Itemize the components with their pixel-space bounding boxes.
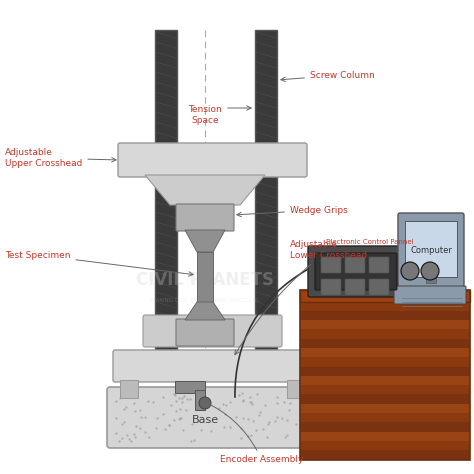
Bar: [300, 413, 470, 423]
Text: Screw Column: Screw Column: [281, 71, 375, 82]
FancyBboxPatch shape: [398, 213, 464, 287]
FancyBboxPatch shape: [345, 279, 365, 295]
Bar: [426, 271, 436, 283]
Text: Tension
Space: Tension Space: [188, 105, 222, 125]
Bar: [300, 329, 470, 339]
Text: Computer: Computer: [410, 246, 452, 255]
Bar: [300, 290, 470, 460]
Text: Electronic Control Pannel: Electronic Control Pannel: [326, 239, 414, 245]
FancyBboxPatch shape: [315, 253, 397, 290]
Bar: [300, 422, 470, 432]
FancyBboxPatch shape: [118, 143, 307, 177]
FancyBboxPatch shape: [345, 257, 365, 273]
FancyBboxPatch shape: [176, 319, 234, 346]
Bar: [300, 320, 470, 330]
FancyBboxPatch shape: [321, 279, 341, 295]
FancyBboxPatch shape: [369, 257, 389, 273]
Bar: [300, 348, 470, 358]
Text: Base: Base: [191, 415, 219, 425]
Bar: [300, 339, 470, 348]
FancyBboxPatch shape: [321, 257, 341, 273]
FancyBboxPatch shape: [143, 315, 282, 347]
Bar: [197, 252, 213, 302]
Bar: [195, 390, 205, 410]
Text: Adjustable
Upper Crosshead: Adjustable Upper Crosshead: [5, 148, 116, 168]
Text: Encoder Assembly: Encoder Assembly: [203, 401, 303, 465]
Circle shape: [199, 397, 211, 409]
Bar: [300, 290, 470, 302]
Bar: [300, 432, 470, 441]
Bar: [287, 380, 305, 398]
Bar: [300, 450, 470, 460]
Polygon shape: [145, 175, 265, 205]
Bar: [405, 221, 457, 277]
Bar: [175, 381, 205, 393]
Bar: [300, 301, 470, 311]
FancyBboxPatch shape: [308, 246, 432, 297]
Bar: [300, 385, 470, 395]
FancyBboxPatch shape: [413, 287, 449, 296]
Text: Test Specimen: Test Specimen: [5, 250, 193, 276]
Bar: [300, 404, 470, 413]
Bar: [255, 30, 277, 380]
Circle shape: [401, 262, 419, 280]
FancyBboxPatch shape: [394, 286, 466, 304]
Bar: [155, 30, 177, 380]
Circle shape: [421, 262, 439, 280]
Polygon shape: [185, 230, 225, 252]
FancyBboxPatch shape: [369, 279, 389, 295]
Bar: [300, 394, 470, 404]
Text: CIVIL PLANETS: CIVIL PLANETS: [136, 271, 274, 289]
Bar: [300, 311, 470, 320]
FancyBboxPatch shape: [176, 204, 234, 231]
Bar: [300, 366, 470, 376]
Bar: [300, 441, 470, 451]
Bar: [300, 376, 470, 386]
Text: Wedge Grips: Wedge Grips: [237, 206, 348, 217]
Text: MAKING CIVIL ENGINEERING PRACTICAL: MAKING CIVIL ENGINEERING PRACTICAL: [151, 298, 259, 302]
Bar: [120, 380, 138, 398]
Text: Adjustable
Lower Crosshead: Adjustable Lower Crosshead: [235, 240, 367, 355]
FancyBboxPatch shape: [107, 387, 333, 448]
FancyBboxPatch shape: [113, 350, 312, 382]
Bar: [300, 357, 470, 367]
Polygon shape: [185, 302, 225, 320]
